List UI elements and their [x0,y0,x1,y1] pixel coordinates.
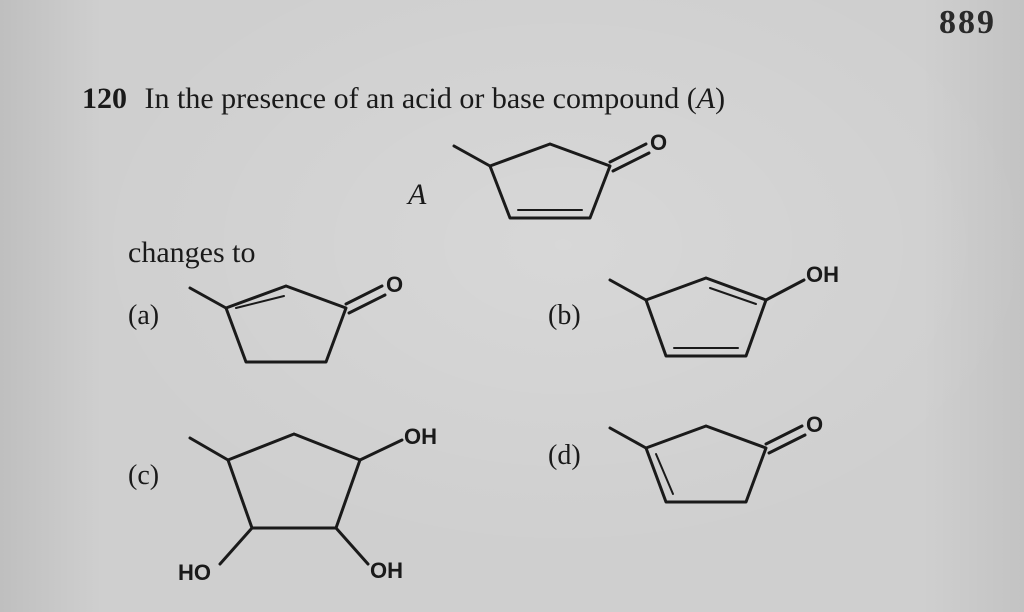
molecule-option-c: OH OH HO [164,408,464,598]
atom-ho: HO [178,560,211,585]
question-stem: 120 In the presence of an acid or base c… [82,82,725,116]
atom-oh: OH [806,262,839,287]
atom-oh: OH [404,424,437,449]
page-corner-number: 889 [939,4,996,42]
atom-o: O [386,272,403,297]
option-label-c: (c) [128,460,159,492]
molecule-compound-a: O [440,126,680,236]
option-label-a: (a) [128,300,159,332]
molecule-option-b: OH [596,258,856,380]
stem-after: ) [715,82,725,115]
stem-before: In the presence of an acid or base compo… [145,82,697,115]
molecule-option-a: O [176,268,416,380]
option-label-b: (b) [548,300,581,332]
stem-var: A [697,82,715,115]
atom-o: O [650,130,667,155]
option-label-d: (d) [548,440,581,472]
atom-o: O [806,412,823,437]
atom-oh: OH [370,558,403,583]
molecule-option-d: O [596,408,836,520]
compound-label-a: A [408,178,426,212]
question-number: 120 [82,82,127,115]
transition-text: changes to [128,236,255,270]
